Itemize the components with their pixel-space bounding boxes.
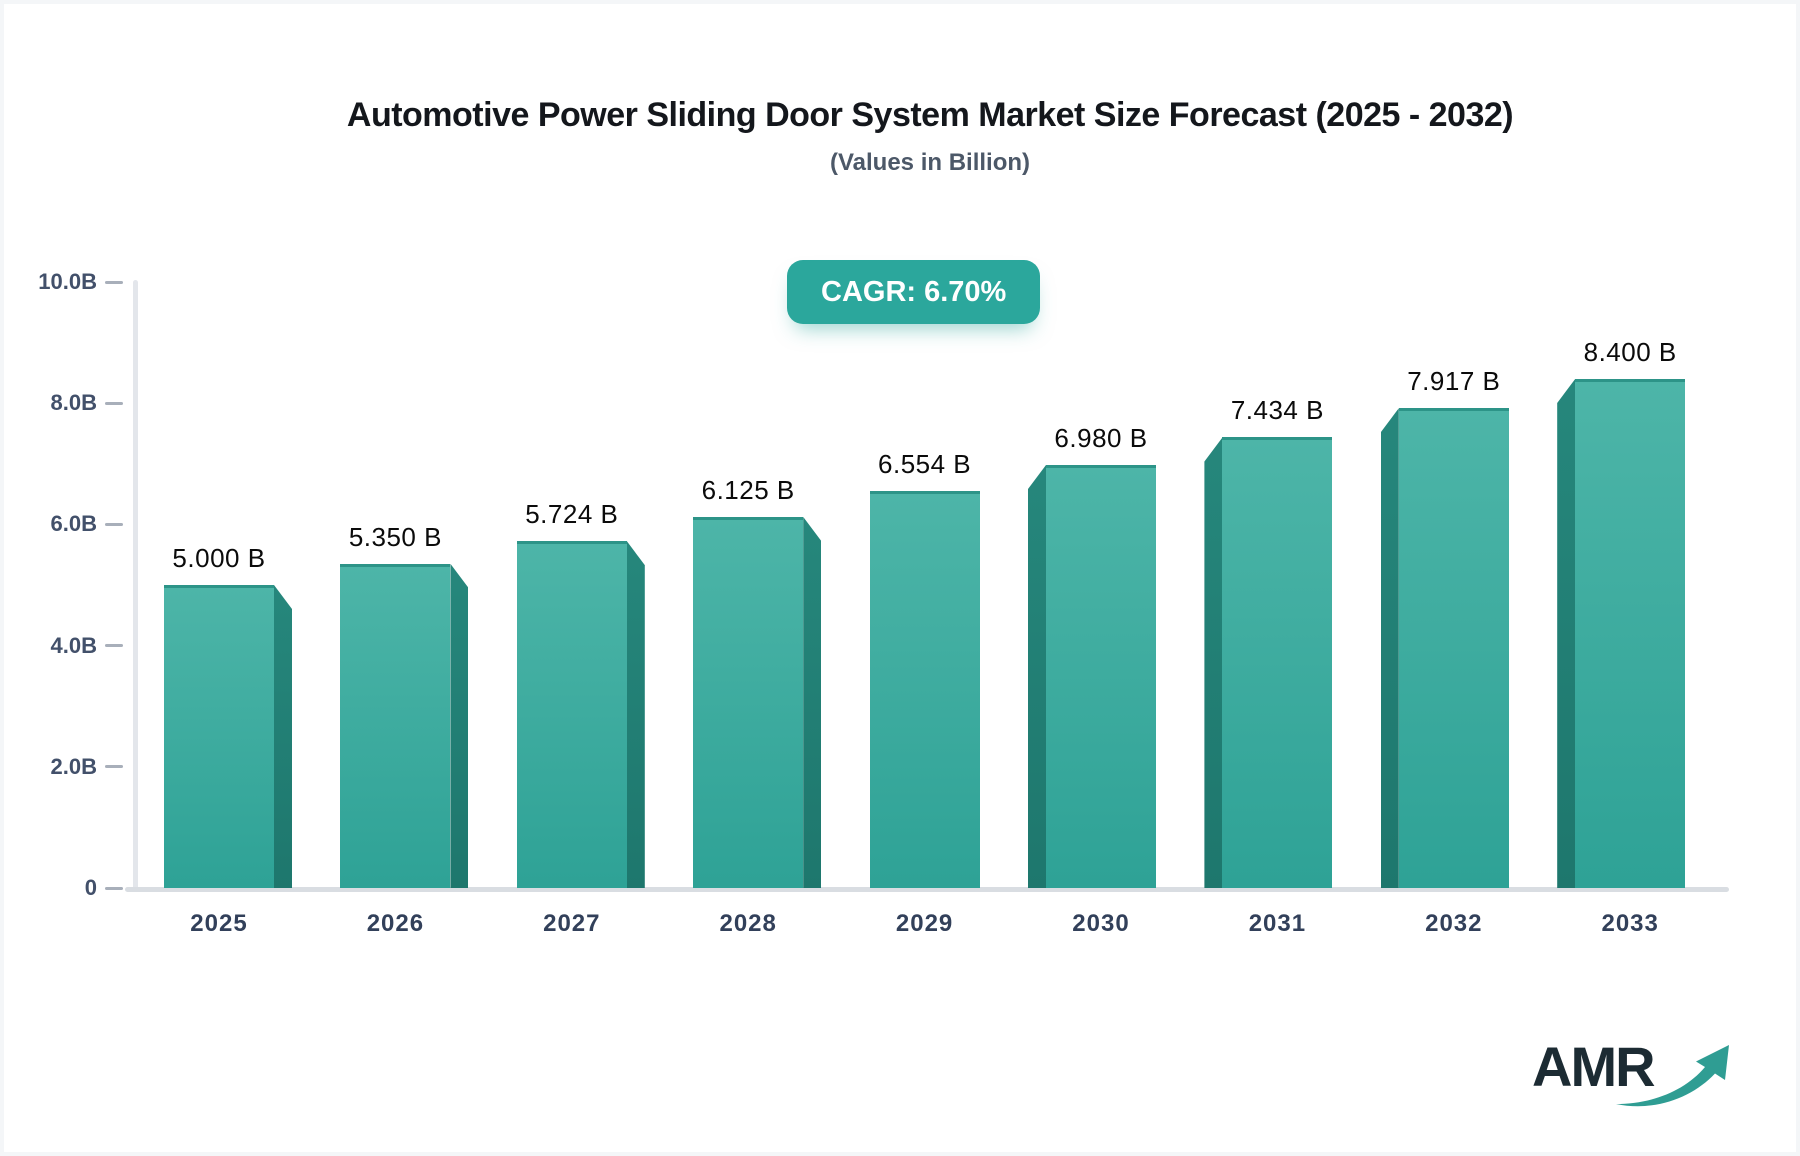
bar-value-label: 5.350 B (348, 521, 442, 552)
bar-2032 (1398, 408, 1509, 888)
bar-side-face-2027 (626, 541, 645, 888)
bar-side-face-2026 (450, 563, 469, 888)
y-axis-tick-dash (105, 401, 123, 405)
cagr-badge: CAGR: 6.70% (787, 260, 1041, 324)
bar-2028 (693, 516, 804, 888)
bar-2029 (869, 490, 980, 888)
x-axis-baseline (125, 887, 1729, 892)
chart-card: Automotive Power Sliding Door System Mar… (4, 4, 1796, 1152)
chart-title: Automotive Power Sliding Door System Mar… (346, 96, 1514, 134)
bar-side-face-2030 (1028, 465, 1046, 888)
x-axis-label: 2031 (1248, 910, 1307, 937)
bar-side-face-2032 (1380, 408, 1399, 888)
chart-subtitle: (Values in Billion) (829, 149, 1031, 176)
bar-2025 (164, 585, 274, 888)
y-axis-tick-dash (105, 644, 123, 648)
bar-chart-plot: 0 2.0B 4.0B 6.0B 8.0B 10.0B 5.000 B 2025 5.350 B… (4, 4, 1796, 1152)
y-axis-tick-label: 2.0B (50, 753, 97, 779)
x-axis-label: 2027 (543, 910, 601, 937)
bar-2030 (1046, 465, 1156, 888)
bar-value-label: 5.724 B (525, 499, 619, 530)
x-axis-label: 2028 (719, 910, 777, 937)
y-axis-tick-label: 8.0B (50, 390, 97, 416)
bar-value-label: 6.125 B (701, 474, 795, 505)
y-axis-tick-dash (105, 765, 123, 769)
y-axis-tick-label: 4.0B (50, 632, 97, 658)
bar-side-face-2028 (803, 516, 822, 888)
amr-logo-text: AMR (1532, 1035, 1656, 1098)
y-axis-tick-label: 0 (84, 875, 97, 900)
y-axis-tick-dash (105, 522, 123, 526)
y-axis-tick-label: 10.0B (38, 269, 97, 294)
bar-value-label: 6.980 B (1054, 423, 1148, 453)
y-axis-tick-dash (105, 886, 123, 890)
bar-value-label: 7.917 B (1407, 366, 1501, 397)
bar-value-label: 5.000 B (172, 543, 266, 573)
bar-2027 (516, 541, 627, 888)
x-axis-label: 2025 (190, 910, 248, 937)
bar-side-face-2033 (1557, 378, 1576, 888)
bar-value-label: 7.434 B (1230, 395, 1324, 426)
x-axis-label: 2026 (366, 910, 425, 937)
bar-side-face-2031 (1204, 437, 1223, 888)
x-axis-label: 2029 (895, 910, 954, 937)
x-axis-label: 2033 (1601, 910, 1659, 937)
growth-arrow-icon (1616, 1045, 1729, 1107)
x-axis-label: 2030 (1072, 910, 1130, 937)
y-axis-tick-dash (105, 280, 123, 284)
bar-2031 (1222, 437, 1333, 888)
x-axis-label: 2032 (1425, 910, 1483, 937)
y-axis-line (133, 280, 138, 892)
bar-value-label: 8.400 B (1583, 336, 1677, 367)
bar-2026 (340, 563, 451, 888)
bar-side-face-2025 (274, 585, 292, 888)
amr-logo: AMR (1532, 1034, 1742, 1124)
bar-2033 (1575, 378, 1686, 888)
chart-header: Automotive Power Sliding Door System Mar… (124, 4, 1736, 177)
bar-value-label: 6.554 B (878, 448, 972, 479)
y-axis-tick-label: 6.0B (50, 511, 97, 537)
